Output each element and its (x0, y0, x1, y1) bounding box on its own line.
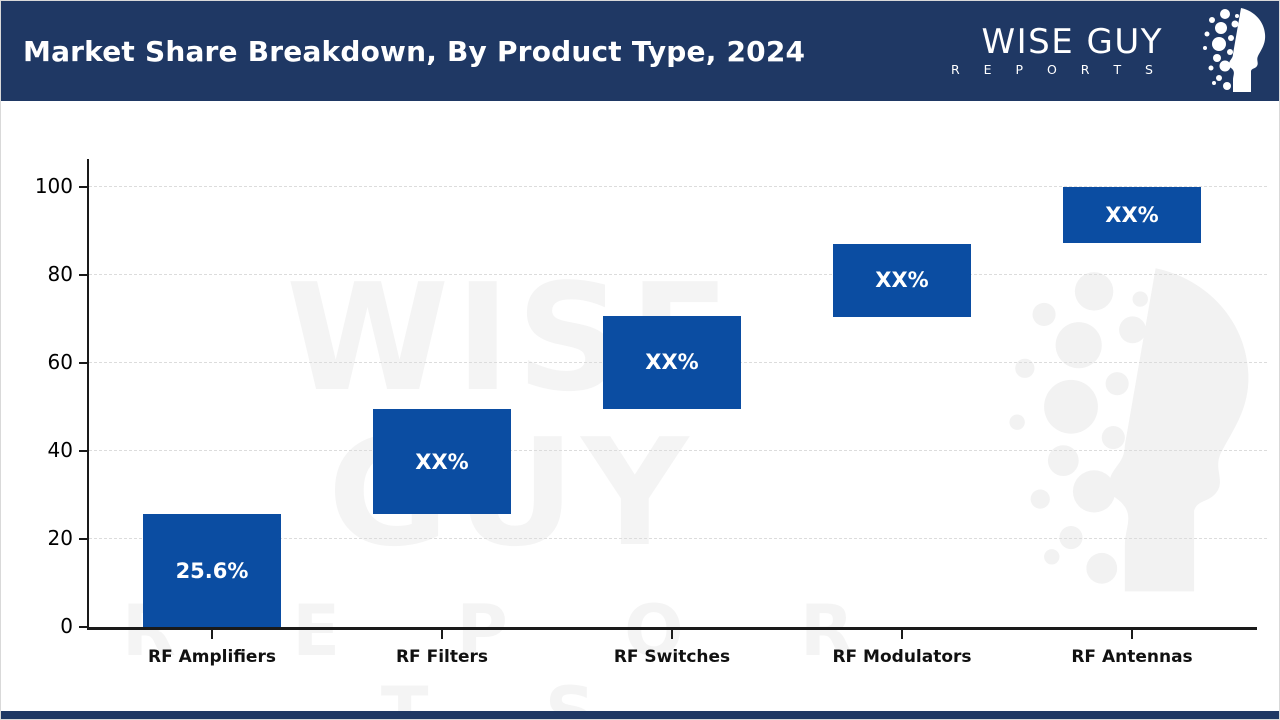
y-tick-60 (79, 362, 89, 364)
y-tick-100 (79, 186, 89, 188)
y-tick-80 (79, 274, 89, 276)
gridline-80 (89, 274, 1267, 275)
x-tick-rf-amplifiers (211, 630, 213, 639)
bar-rf-amplifiers: 25.6% (143, 514, 281, 627)
gridline-100 (89, 186, 1267, 187)
chart-area: WISE GUY R E P O R T S 02040608010025.6%… (1, 101, 1279, 719)
x-tick-rf-modulators (901, 630, 903, 639)
x-category-label-rf-amplifiers: RF Amplifiers (148, 647, 276, 667)
dotted-face-logo-icon (1167, 6, 1271, 96)
x-category-label-rf-antennas: RF Antennas (1071, 647, 1193, 667)
x-tick-rf-antennas (1131, 630, 1133, 639)
gridline-40 (89, 450, 1267, 451)
brand-text: WISE GUY R E P O R T S (947, 25, 1163, 77)
x-axis-line (87, 627, 1257, 630)
x-tick-rf-switches (671, 630, 673, 639)
bar-label-rf-modulators: XX% (875, 268, 929, 293)
y-tick-label-0: 0 (60, 614, 73, 638)
y-tick-label-20: 20 (47, 526, 73, 550)
bar-label-rf-filters: XX% (415, 449, 469, 474)
bar-rf-modulators: XX% (833, 244, 971, 317)
bar-label-rf-switches: XX% (645, 350, 699, 375)
y-tick-label-80: 80 (47, 262, 73, 286)
x-category-label-rf-modulators: RF Modulators (832, 647, 972, 667)
y-tick-0 (79, 626, 89, 628)
x-tick-rf-filters (441, 630, 443, 639)
bar-rf-antennas: XX% (1063, 187, 1201, 243)
bar-rf-filters: XX% (373, 408, 511, 515)
header: Market Share Breakdown, By Product Type,… (1, 1, 1279, 101)
y-tick-label-100: 100 (34, 174, 73, 198)
bar-rf-switches: XX% (603, 315, 741, 409)
bar-label-rf-amplifiers: 25.6% (175, 558, 249, 583)
y-tick-label-40: 40 (47, 438, 73, 462)
footer-bar (1, 711, 1279, 719)
x-category-label-rf-switches: RF Switches (613, 647, 731, 667)
y-tick-20 (79, 538, 89, 540)
y-tick-label-60: 60 (47, 350, 73, 374)
page-title: Market Share Breakdown, By Product Type,… (23, 34, 806, 68)
brand-name: WISE GUY (981, 22, 1163, 63)
bar-label-rf-antennas: XX% (1105, 202, 1159, 227)
y-axis-line (87, 159, 89, 630)
brand-subtitle: R E P O R T S (950, 62, 1163, 78)
y-tick-40 (79, 450, 89, 452)
x-category-label-rf-filters: RF Filters (395, 647, 489, 667)
gridline-20 (89, 538, 1267, 539)
brand-logo: WISE GUY R E P O R T S (947, 6, 1273, 96)
